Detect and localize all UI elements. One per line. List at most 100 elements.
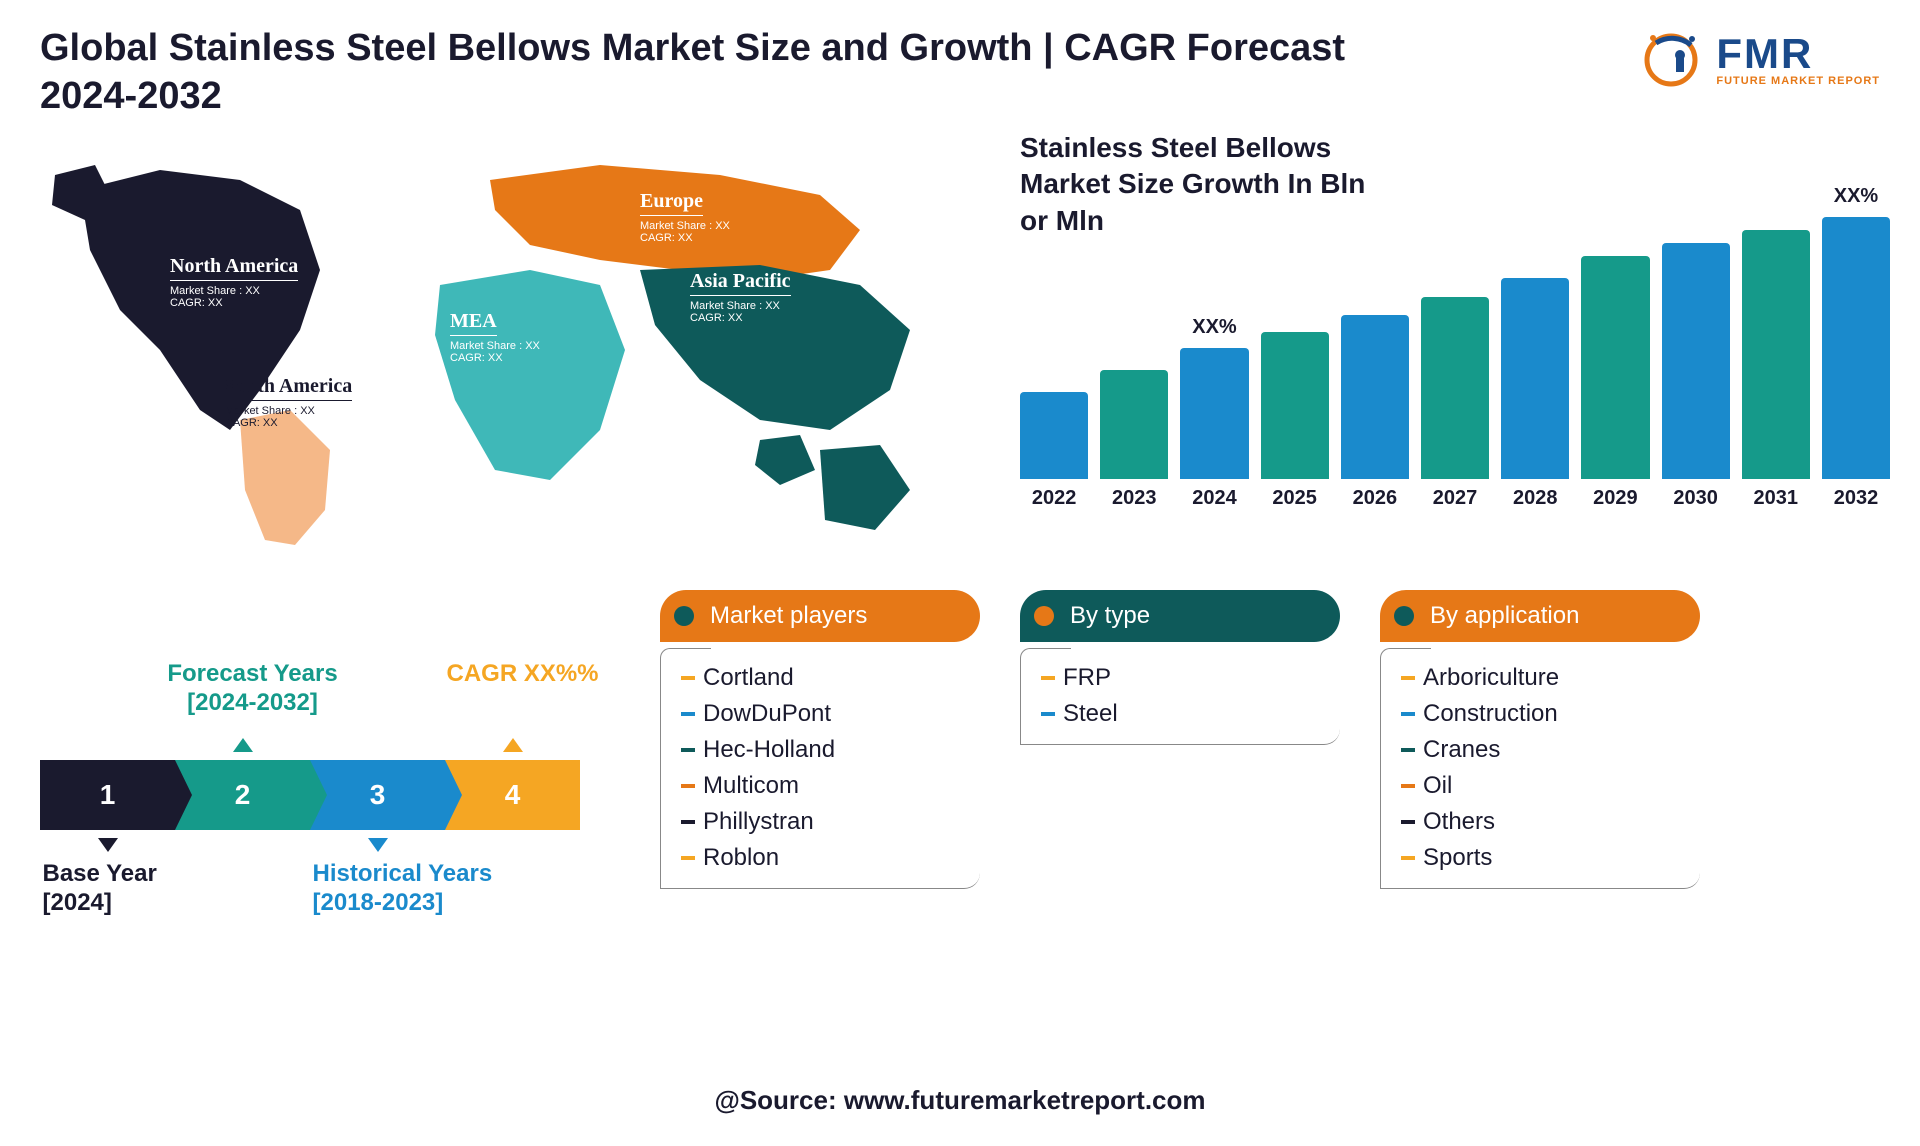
info-list: CortlandDowDuPontHec-HollandMulticomPhil… [660,660,980,889]
region-share: Market Share : XX [225,405,352,417]
region-share: Market Share : XX [170,285,298,297]
bar-rect [1261,332,1329,479]
bar-year-label: 2028 [1513,487,1558,510]
info-item: Multicom [681,768,980,804]
timeline-segment-3: 3 [310,760,445,830]
region-share: Market Share : XX [450,340,540,352]
info-item: Oil [1401,768,1700,804]
bar-2024: 2024XX% [1180,348,1248,510]
bar-rect [1421,297,1489,479]
info-item: Roblon [681,840,980,876]
timeline-segment-1: 1 [40,760,175,830]
info-item: Hec-Holland [681,732,980,768]
bar-year-label: 2027 [1433,487,1478,510]
bar-rect [1341,315,1409,480]
info-item: Steel [1041,696,1340,732]
region-name: Asia Pacific [690,270,791,296]
source-attribution: @Source: www.futuremarketreport.com [0,1085,1920,1116]
bar-2025: 2025 [1261,332,1329,510]
bar-year-label: 2024 [1192,487,1237,510]
region-cagr: CAGR: XX [450,352,540,364]
info-item: Cranes [1401,732,1700,768]
chart-title: Stainless Steel Bellows Market Size Grow… [1020,130,1400,239]
globe-icon [1636,25,1706,95]
info-header: By application [1380,590,1700,642]
info-item: FRP [1041,660,1340,696]
timeline-segment-4: 4 [445,760,580,830]
timeline-arrow-icon [233,738,253,752]
region-name: North America [170,255,298,281]
region-north-america: North America Market Share : XX CAGR: XX [170,255,298,309]
region-asia-pacific: Asia Pacific Market Share : XX CAGR: XX [690,270,791,324]
info-col-by-type: By type FRPSteel [1020,590,1340,745]
bar-annotation: XX% [1192,316,1236,339]
bar-2028: 2028 [1501,278,1569,510]
logo-sub-text: FUTURE MARKET REPORT [1716,75,1880,87]
region-cagr: CAGR: XX [690,312,791,324]
timeline-segment-2: 2 [175,760,310,830]
bar-2022: 2022 [1020,392,1088,511]
bar-year-label: 2030 [1673,487,1718,510]
bar-2032: 2032XX% [1822,217,1890,511]
growth-bar-chart: Stainless Steel Bellows Market Size Grow… [1020,130,1890,550]
bar-rect [1020,392,1088,480]
timeline-arrow-icon [368,838,388,852]
info-list: FRPSteel [1020,660,1340,745]
timeline-label-2: Forecast Years [2024-2032] [163,660,343,718]
bar-year-label: 2025 [1272,487,1317,510]
region-share: Market Share : XX [640,220,730,232]
region-name: MEA [450,310,497,336]
info-item: Phillystran [681,804,980,840]
timeline: 1234 Base Year [2024] Forecast Years [202… [40,640,600,920]
bar-annotation: XX% [1834,185,1878,208]
world-map: North America Market Share : XX CAGR: XX… [40,150,940,550]
timeline-label-3: Historical Years [2018-2023] [313,860,493,918]
bar-rect [1501,278,1569,479]
region-cagr: CAGR: XX [225,417,352,429]
timeline-label-1: Base Year [2024] [43,860,223,918]
logo-main-text: FMR [1716,33,1880,75]
info-col-by-application: By application ArboricultureConstructionC… [1380,590,1700,889]
info-item: DowDuPont [681,696,980,732]
info-col-market-players: Market players CortlandDowDuPontHec-Holla… [660,590,980,889]
bar-2029: 2029 [1581,256,1649,510]
bar-rect [1662,243,1730,479]
bar-2031: 2031 [1742,230,1810,510]
bar-year-label: 2023 [1112,487,1157,510]
bar-2023: 2023 [1100,370,1168,510]
bar-rect [1822,217,1890,480]
region-name: South America [225,375,352,401]
bar-year-label: 2031 [1754,487,1799,510]
bar-year-label: 2026 [1353,487,1398,510]
bar-rect [1180,348,1248,479]
region-cagr: CAGR: XX [640,232,730,244]
region-mea: MEA Market Share : XX CAGR: XX [450,310,540,364]
region-europe: Europe Market Share : XX CAGR: XX [640,190,730,244]
region-name: Europe [640,190,703,216]
info-header: By type [1020,590,1340,642]
info-item: Cortland [681,660,980,696]
fmr-logo: FMR FUTURE MARKET REPORT [1636,25,1880,95]
info-item: Construction [1401,696,1700,732]
bar-year-label: 2032 [1834,487,1879,510]
bar-2026: 2026 [1341,315,1409,511]
region-share: Market Share : XX [690,300,791,312]
bar-2027: 2027 [1421,297,1489,510]
bar-rect [1581,256,1649,479]
region-cagr: CAGR: XX [170,297,298,309]
page-title: Global Stainless Steel Bellows Market Si… [40,25,1440,120]
info-header: Market players [660,590,980,642]
info-list: ArboricultureConstructionCranesOilOthers… [1380,660,1700,889]
region-south-america: South America Market Share : XX CAGR: XX [225,375,352,429]
timeline-arrow-icon [98,838,118,852]
timeline-label-4: CAGR XX%% [433,660,613,689]
bar-rect [1100,370,1168,479]
bar-year-label: 2022 [1032,487,1077,510]
bar-2030: 2030 [1662,243,1730,510]
info-item: Sports [1401,840,1700,876]
bar-rect [1742,230,1810,479]
timeline-arrow-icon [503,738,523,752]
info-item: Arboriculture [1401,660,1700,696]
bar-year-label: 2029 [1593,487,1638,510]
info-item: Others [1401,804,1700,840]
